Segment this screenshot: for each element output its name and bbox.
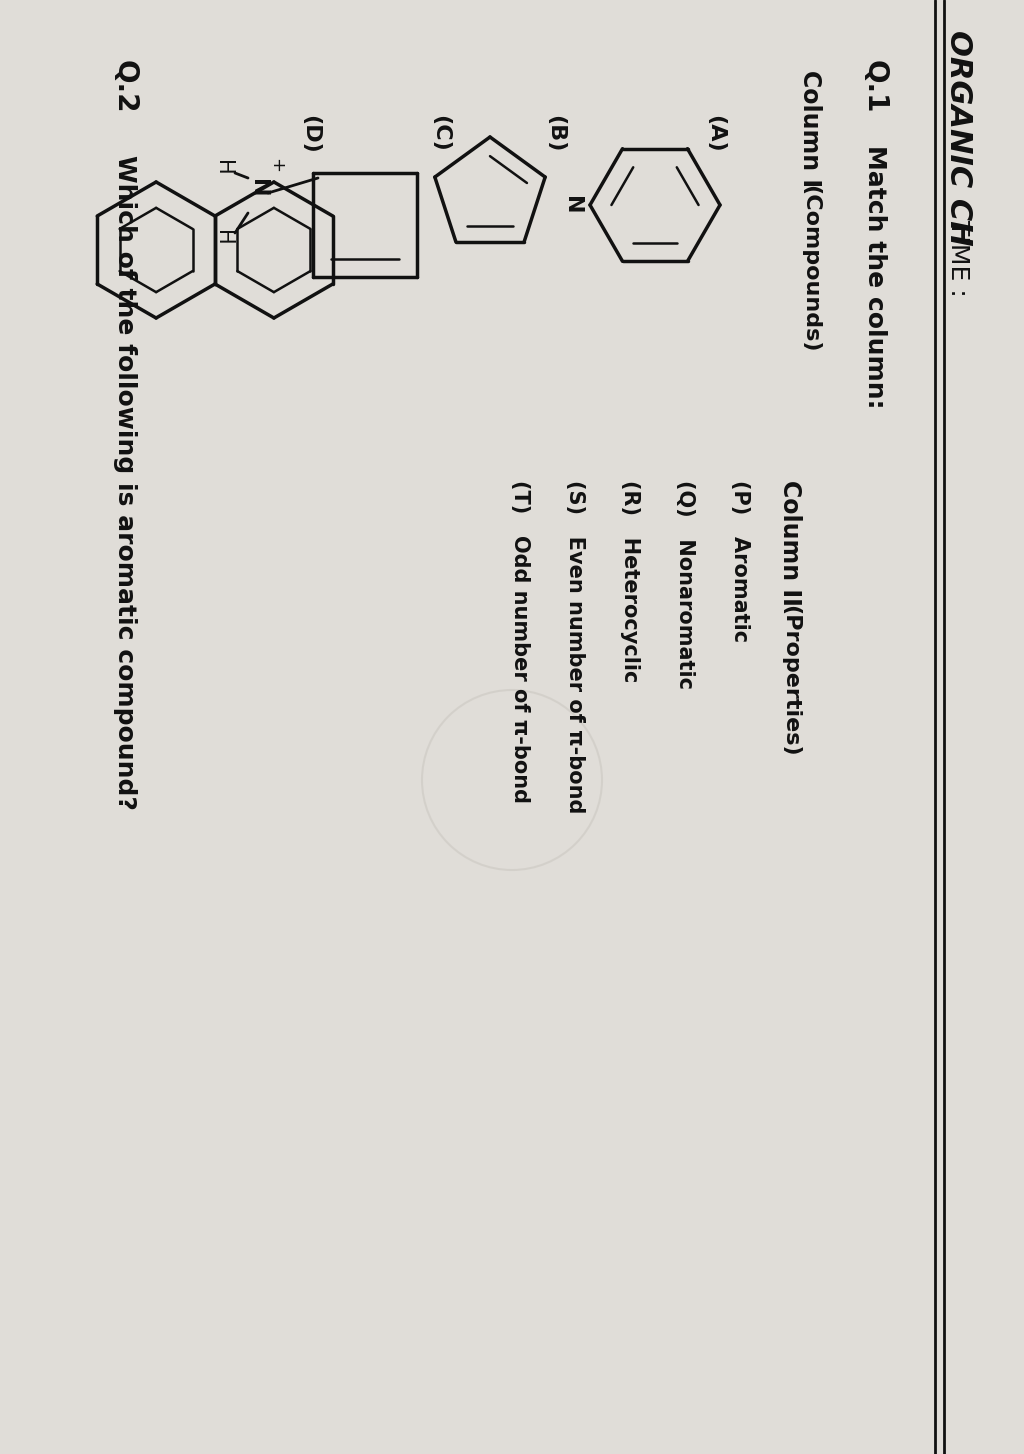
Text: N: N (562, 196, 582, 214)
Text: (S)   Even number of π-bond: (S) Even number of π-bond (565, 480, 585, 813)
Text: Column II: Column II (778, 480, 802, 606)
Text: TIME :: TIME : (946, 220, 970, 297)
Text: (T)   Odd number of π-bond: (T) Odd number of π-bond (510, 480, 530, 803)
Text: (P)   Aromatic: (P) Aromatic (730, 480, 750, 643)
Text: Match the column:: Match the column: (863, 145, 887, 409)
Text: (B): (B) (545, 115, 565, 153)
Text: +: + (267, 158, 285, 173)
Text: Q.2: Q.2 (111, 60, 139, 113)
Text: (Properties): (Properties) (780, 605, 800, 756)
Text: (Compounds): (Compounds) (800, 185, 820, 352)
Text: Column I: Column I (798, 70, 822, 188)
Text: (D): (D) (300, 115, 319, 154)
Text: H: H (213, 160, 233, 176)
Text: (C): (C) (430, 115, 450, 151)
Text: Which of the following is aromatic compound?: Which of the following is aromatic compo… (113, 156, 137, 810)
Text: (R)   Heterocyclic: (R) Heterocyclic (620, 480, 640, 682)
Text: Q.1: Q.1 (861, 60, 889, 113)
Text: N: N (248, 179, 268, 198)
Text: H: H (213, 230, 233, 246)
Text: (Q)   Nonaromatic: (Q) Nonaromatic (675, 480, 695, 689)
Text: ORGANIC CH: ORGANIC CH (943, 31, 973, 246)
Text: (A): (A) (705, 115, 725, 153)
